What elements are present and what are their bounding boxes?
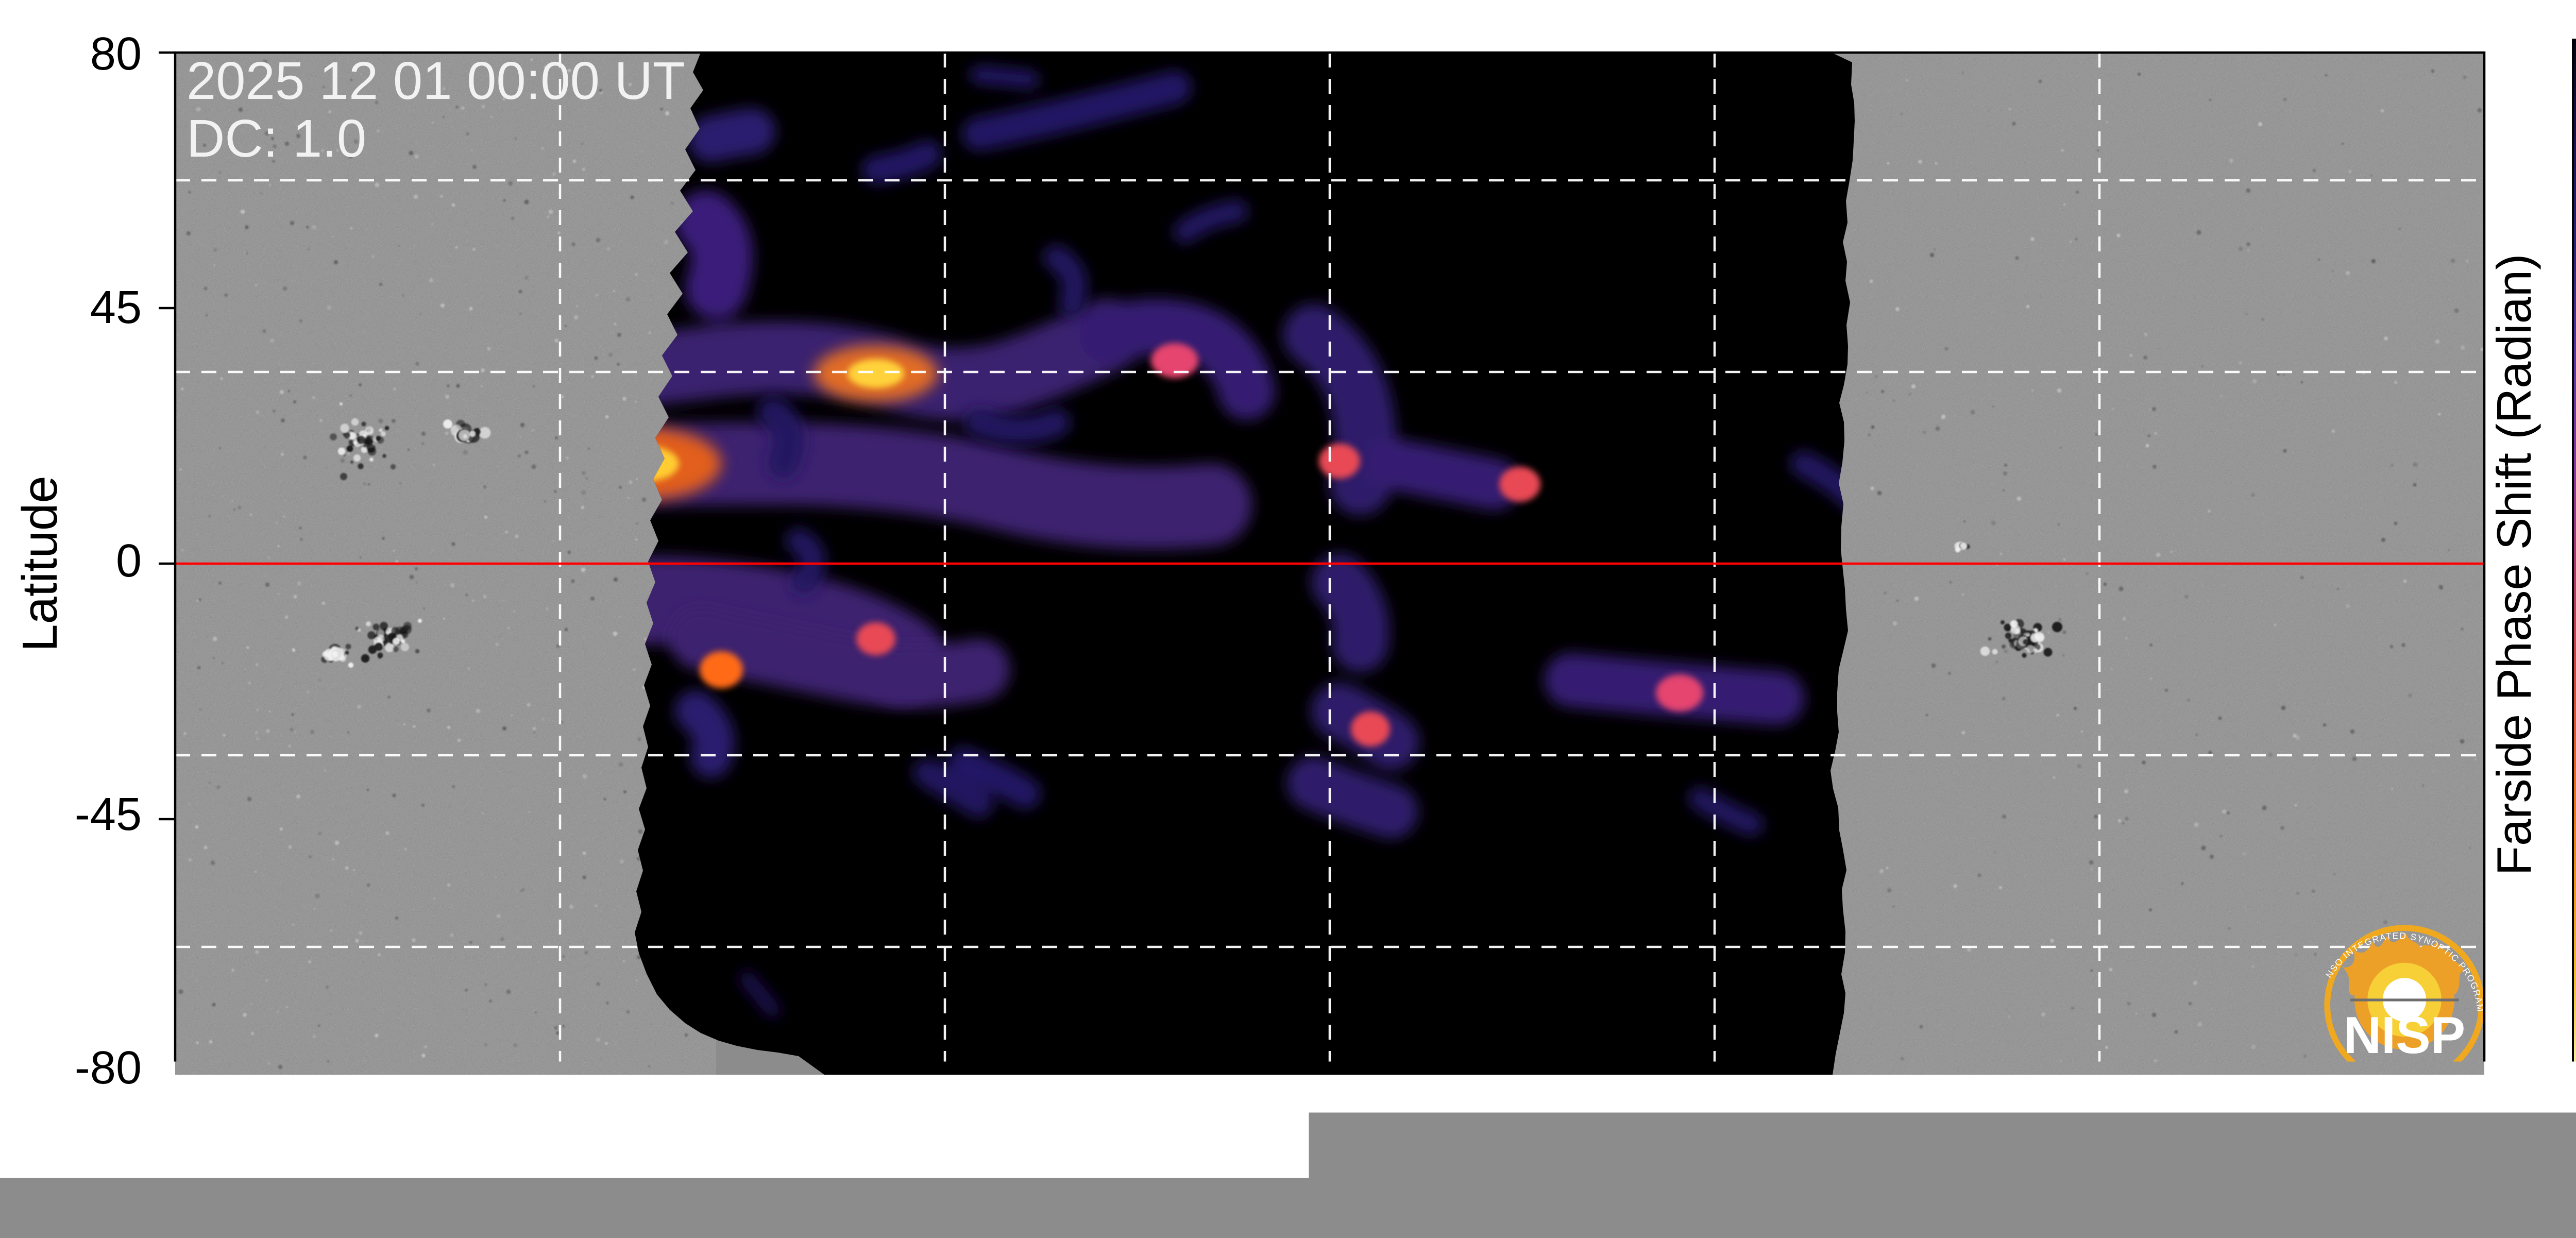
svg-text:2025 12 01 00:00 UT: 2025 12 01 00:00 UT xyxy=(187,51,685,110)
svg-text:0: 0 xyxy=(116,535,142,587)
svg-text:Farside Phase Shift (Radian): Farside Phase Shift (Radian) xyxy=(2487,254,2541,876)
svg-text:DC: 1.0: DC: 1.0 xyxy=(187,109,366,168)
svg-text:NISP: NISP xyxy=(2344,1006,2465,1064)
svg-text:300: 300 xyxy=(2061,1095,2138,1146)
svg-text:-45: -45 xyxy=(75,789,142,840)
svg-text:-80: -80 xyxy=(75,1042,142,1094)
svg-text:80: 80 xyxy=(90,28,142,80)
svg-text:Carrington Longitude: Carrington Longitude xyxy=(1099,1156,1561,1211)
svg-text:240: 240 xyxy=(1676,1095,1753,1146)
svg-text:Latitude: Latitude xyxy=(12,476,67,652)
svg-text:60: 60 xyxy=(534,1095,586,1146)
svg-text:180: 180 xyxy=(1291,1095,1368,1146)
svg-text:45: 45 xyxy=(90,282,142,333)
svg-text:120: 120 xyxy=(906,1095,984,1146)
svg-text:360: 360 xyxy=(2446,1095,2523,1146)
svg-text:0: 0 xyxy=(162,1095,188,1146)
